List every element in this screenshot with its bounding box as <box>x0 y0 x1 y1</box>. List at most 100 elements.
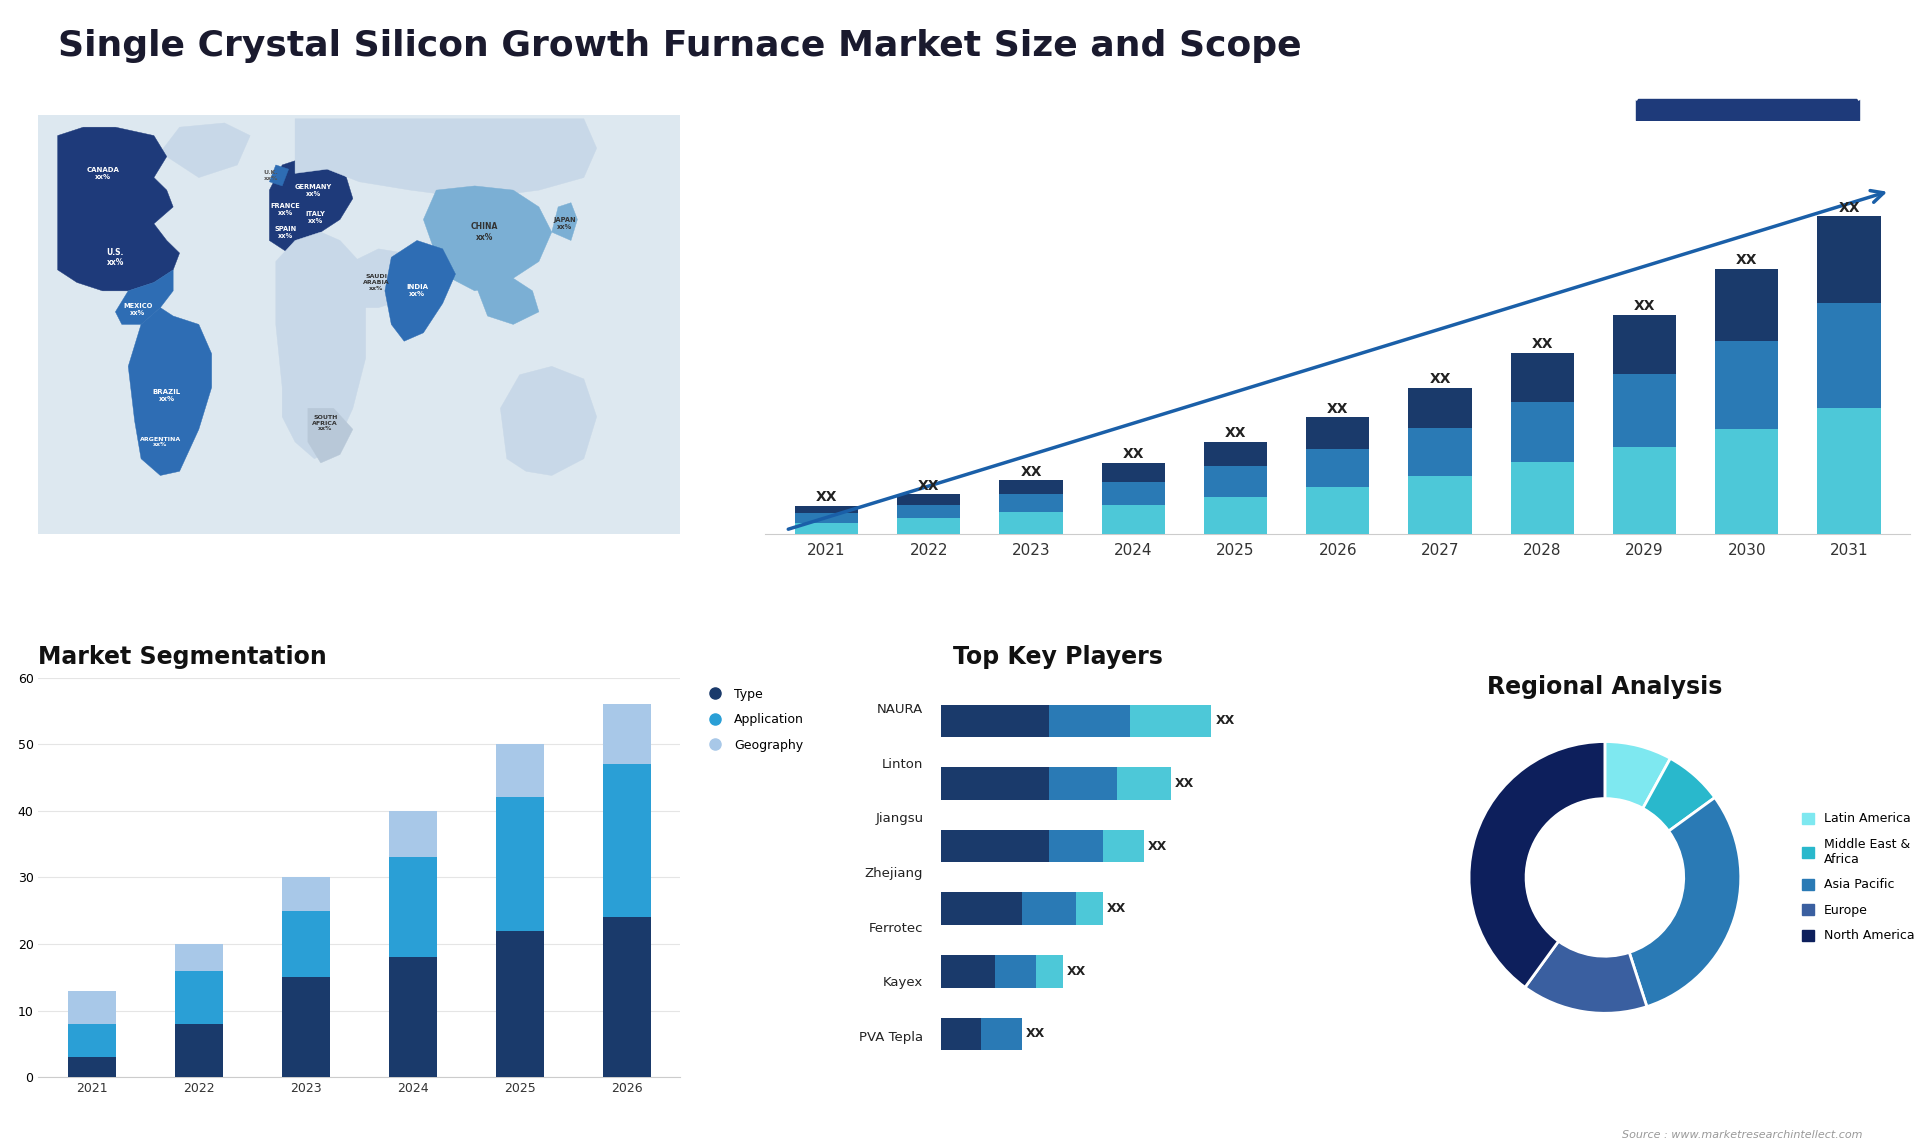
Bar <box>795 513 858 523</box>
Bar <box>1204 442 1267 466</box>
Polygon shape <box>159 123 250 178</box>
Bar <box>495 931 543 1077</box>
Polygon shape <box>269 157 353 253</box>
Polygon shape <box>474 274 540 324</box>
Bar <box>1102 505 1165 534</box>
Text: Ferrotec: Ferrotec <box>870 921 924 934</box>
Text: ARGENTINA
xx%: ARGENTINA xx% <box>140 437 180 447</box>
Bar <box>175 944 223 971</box>
Polygon shape <box>384 241 455 342</box>
Bar <box>1818 408 1882 534</box>
Text: SPAIN
xx%: SPAIN xx% <box>275 226 296 238</box>
Bar <box>1102 481 1165 505</box>
Bar <box>388 957 438 1077</box>
Bar <box>1613 374 1676 447</box>
Polygon shape <box>115 269 173 324</box>
Bar <box>1511 353 1574 402</box>
Text: Source : www.marketresearchintellect.com: Source : www.marketresearchintellect.com <box>1622 1130 1862 1140</box>
Wedge shape <box>1605 741 1670 808</box>
Bar <box>897 518 960 534</box>
Polygon shape <box>269 165 288 186</box>
Text: U.K.
xx%: U.K. xx% <box>263 170 278 181</box>
Wedge shape <box>1644 759 1715 831</box>
Bar <box>998 494 1062 512</box>
Polygon shape <box>296 119 597 198</box>
Text: SAUDI
ARABIA
xx%: SAUDI ARABIA xx% <box>363 274 390 291</box>
Bar <box>1204 466 1267 497</box>
Wedge shape <box>1630 798 1741 1006</box>
Polygon shape <box>58 127 180 291</box>
Bar <box>998 480 1062 494</box>
Bar <box>1102 463 1165 481</box>
Text: Zhejiang: Zhejiang <box>864 866 924 880</box>
Bar <box>1715 269 1778 342</box>
Bar <box>1306 487 1369 534</box>
Bar <box>603 918 651 1077</box>
Bar <box>282 878 330 911</box>
Bar <box>1409 427 1473 476</box>
Bar <box>1204 497 1267 534</box>
Wedge shape <box>1469 741 1605 988</box>
Text: FRANCE
xx%: FRANCE xx% <box>271 203 300 215</box>
Bar <box>495 798 543 931</box>
Text: INDIA
xx%: INDIA xx% <box>405 284 428 297</box>
Legend: Latin America, Middle East &
Africa, Asia Pacific, Europe, North America: Latin America, Middle East & Africa, Asi… <box>1797 809 1918 947</box>
Text: MEXICO
xx%: MEXICO xx% <box>123 304 152 316</box>
Bar <box>67 1025 115 1058</box>
Bar <box>1818 217 1882 303</box>
Bar <box>1715 429 1778 534</box>
Text: Linton: Linton <box>881 758 924 771</box>
Polygon shape <box>307 408 353 463</box>
Bar <box>175 971 223 1025</box>
Text: XX: XX <box>1020 465 1043 479</box>
Bar <box>603 705 651 764</box>
Bar <box>175 1025 223 1077</box>
Bar <box>603 764 651 918</box>
Bar <box>67 1058 115 1077</box>
Text: NAURA: NAURA <box>877 702 924 716</box>
Text: XX: XX <box>1532 337 1553 352</box>
Text: CANADA
xx%: CANADA xx% <box>86 167 119 180</box>
Text: XX: XX <box>1634 299 1655 313</box>
Text: ITALY
xx%: ITALY xx% <box>305 211 326 223</box>
Text: CHINA
xx%: CHINA xx% <box>470 222 497 242</box>
Bar <box>1306 417 1369 449</box>
Text: XX: XX <box>1837 201 1860 214</box>
Text: U.S.
xx%: U.S. xx% <box>108 248 125 267</box>
Text: XX: XX <box>1327 401 1348 416</box>
Text: XX: XX <box>918 479 939 493</box>
Title: Regional Analysis: Regional Analysis <box>1488 675 1722 699</box>
Polygon shape <box>551 203 578 241</box>
Wedge shape <box>1524 941 1647 1013</box>
Polygon shape <box>129 307 211 476</box>
Bar <box>1409 388 1473 427</box>
Bar <box>1409 476 1473 534</box>
Bar <box>897 505 960 518</box>
Circle shape <box>1526 799 1684 956</box>
Bar <box>1818 303 1882 408</box>
Bar <box>897 494 960 505</box>
Bar <box>282 978 330 1077</box>
Text: BRAZIL
xx%: BRAZIL xx% <box>154 390 180 402</box>
Bar <box>1613 314 1676 374</box>
Bar <box>1306 449 1369 487</box>
Text: XX: XX <box>1123 447 1144 461</box>
Text: Jiangsu: Jiangsu <box>876 813 924 825</box>
Bar <box>795 523 858 534</box>
Bar <box>495 744 543 798</box>
Polygon shape <box>346 249 417 307</box>
Bar <box>1715 342 1778 429</box>
Polygon shape <box>38 115 680 534</box>
Text: XX: XX <box>1736 253 1757 267</box>
Title: Top Key Players: Top Key Players <box>952 645 1164 669</box>
Bar <box>1613 447 1676 534</box>
Polygon shape <box>501 367 597 476</box>
Bar <box>1511 402 1574 462</box>
Bar <box>998 512 1062 534</box>
Bar <box>282 911 330 978</box>
Text: XX: XX <box>1428 372 1452 386</box>
Bar <box>1511 462 1574 534</box>
Text: GERMANY
xx%: GERMANY xx% <box>294 183 332 197</box>
Text: Kayex: Kayex <box>883 976 924 989</box>
Text: XX: XX <box>1225 426 1246 440</box>
